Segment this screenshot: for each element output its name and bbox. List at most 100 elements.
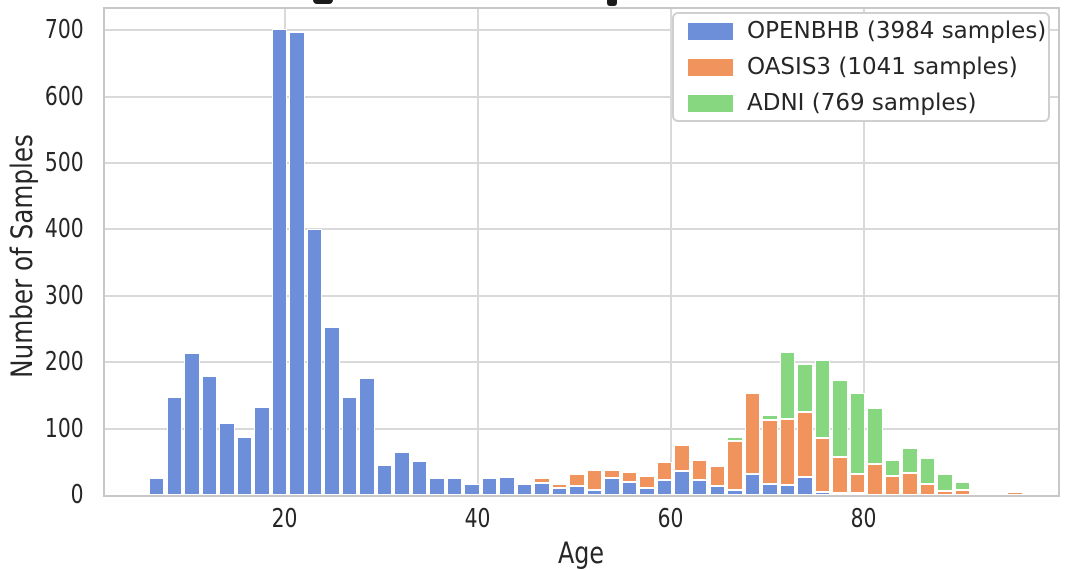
bar-segment (586, 469, 603, 490)
bar-segment (919, 457, 936, 484)
bar-segment (289, 32, 305, 495)
legend: OPENBHB (3984 samples) OASIS3 (1041 sampl… (672, 12, 1050, 122)
bar-segment (271, 28, 288, 495)
bar-segment (586, 489, 603, 495)
x-tick-label-40: 40 (465, 504, 491, 534)
bar-segment (569, 473, 585, 486)
y-tick-label-400: 400 (45, 214, 84, 245)
bar-segment (236, 436, 252, 495)
bar-segment (691, 458, 708, 461)
bar-segment (621, 481, 638, 495)
y-tick-label-700: 700 (45, 15, 84, 46)
bar-segment (604, 469, 620, 478)
bar-segment (359, 377, 375, 495)
bar-segment (184, 352, 200, 495)
x-tick-label-60: 60 (658, 504, 684, 534)
h-gridline-200 (105, 361, 1058, 364)
bar-segment (937, 474, 953, 491)
h-gridline-600 (105, 95, 1058, 98)
v-gridline-80 (863, 9, 865, 495)
bar-segment (464, 484, 480, 495)
h-gridline-300 (105, 294, 1058, 297)
bar-segment (779, 485, 795, 495)
legend-item: ADNI (769 samples) (688, 89, 1034, 116)
bar-segment (1007, 492, 1023, 495)
v-gridline-40 (477, 9, 479, 495)
bar-segment (499, 477, 515, 495)
legend-label: ADNI (769 samples) (747, 89, 977, 116)
clipped-title-descender (313, 0, 333, 4)
bar-segment (306, 228, 323, 495)
v-gridline-60 (670, 9, 672, 495)
bar-segment (551, 487, 568, 495)
bar-segment (849, 493, 866, 495)
bar-segment (867, 463, 883, 495)
legend-swatch-icon (688, 22, 733, 40)
bar-segment (481, 478, 498, 495)
legend-swatch-icon (688, 58, 733, 76)
bar-segment (656, 479, 673, 495)
bar-segment (709, 464, 725, 467)
y-tick-label-200: 200 (45, 347, 84, 378)
bar-segment (797, 477, 813, 495)
bar-segment (727, 489, 743, 495)
plot-area: OPENBHB (3984 samples) OASIS3 (1041 sampl… (103, 7, 1060, 497)
bar-segment (429, 478, 445, 495)
bar-segment (762, 483, 778, 495)
bar-segment (411, 460, 428, 495)
legend-label: OPENBHB (3984 samples) (747, 17, 1047, 44)
h-gridline-500 (105, 162, 1058, 164)
y-tick-label-300: 300 (45, 280, 84, 311)
bar-segment (814, 437, 830, 492)
bar-segment (727, 437, 743, 441)
legend-item: OPENBHB (3984 samples) (688, 19, 1046, 43)
bar-segment (797, 364, 813, 412)
bar-segment (709, 485, 725, 495)
bar-segment (849, 473, 866, 493)
bar-segment (656, 462, 673, 480)
x-tick-label-20: 20 (272, 504, 298, 534)
bar-segment (569, 485, 585, 495)
bar-segment (639, 487, 655, 495)
bar-segment (148, 478, 165, 495)
bar-segment (341, 396, 358, 495)
bar-segment (884, 459, 901, 476)
y-tick-label-600: 600 (45, 81, 84, 112)
bar-segment (762, 414, 778, 420)
bar-segment (797, 412, 813, 478)
bar-segment (779, 352, 795, 420)
h-gridline-400 (105, 228, 1058, 231)
bar-segment (727, 440, 743, 490)
bar-segment (376, 465, 393, 495)
bar-segment (779, 419, 795, 485)
bar-segment (166, 396, 182, 495)
legend-swatch-icon (688, 94, 733, 112)
legend-label: OASIS3 (1041 samples) (747, 53, 1018, 80)
bar-segment (709, 466, 725, 486)
bar-segment (621, 471, 638, 482)
bar-segment (954, 482, 971, 490)
bar-segment (446, 477, 463, 495)
x-tick-label-80: 80 (851, 504, 877, 534)
bar-segment (219, 422, 235, 495)
bar-segment (832, 457, 848, 493)
bar-segment (691, 460, 708, 480)
bar-segment (691, 479, 708, 495)
bar-segment (551, 484, 568, 488)
bar-segment (674, 445, 690, 472)
y-tick-label-100: 100 (45, 413, 84, 444)
bar-segment (849, 392, 866, 474)
bar-segment (814, 491, 830, 495)
legend-item: OASIS3 (1041 samples) (688, 53, 1034, 80)
bar-segment (639, 475, 655, 488)
bar-segment (534, 483, 550, 495)
bar-segment (744, 392, 760, 474)
bar-segment (744, 473, 760, 495)
bar-segment (674, 471, 690, 495)
x-axis-title: Age (558, 536, 604, 570)
bar-segment (902, 447, 918, 474)
h-gridline-700 (105, 29, 1058, 32)
bar-segment (884, 475, 901, 495)
bar-segment (254, 407, 270, 495)
